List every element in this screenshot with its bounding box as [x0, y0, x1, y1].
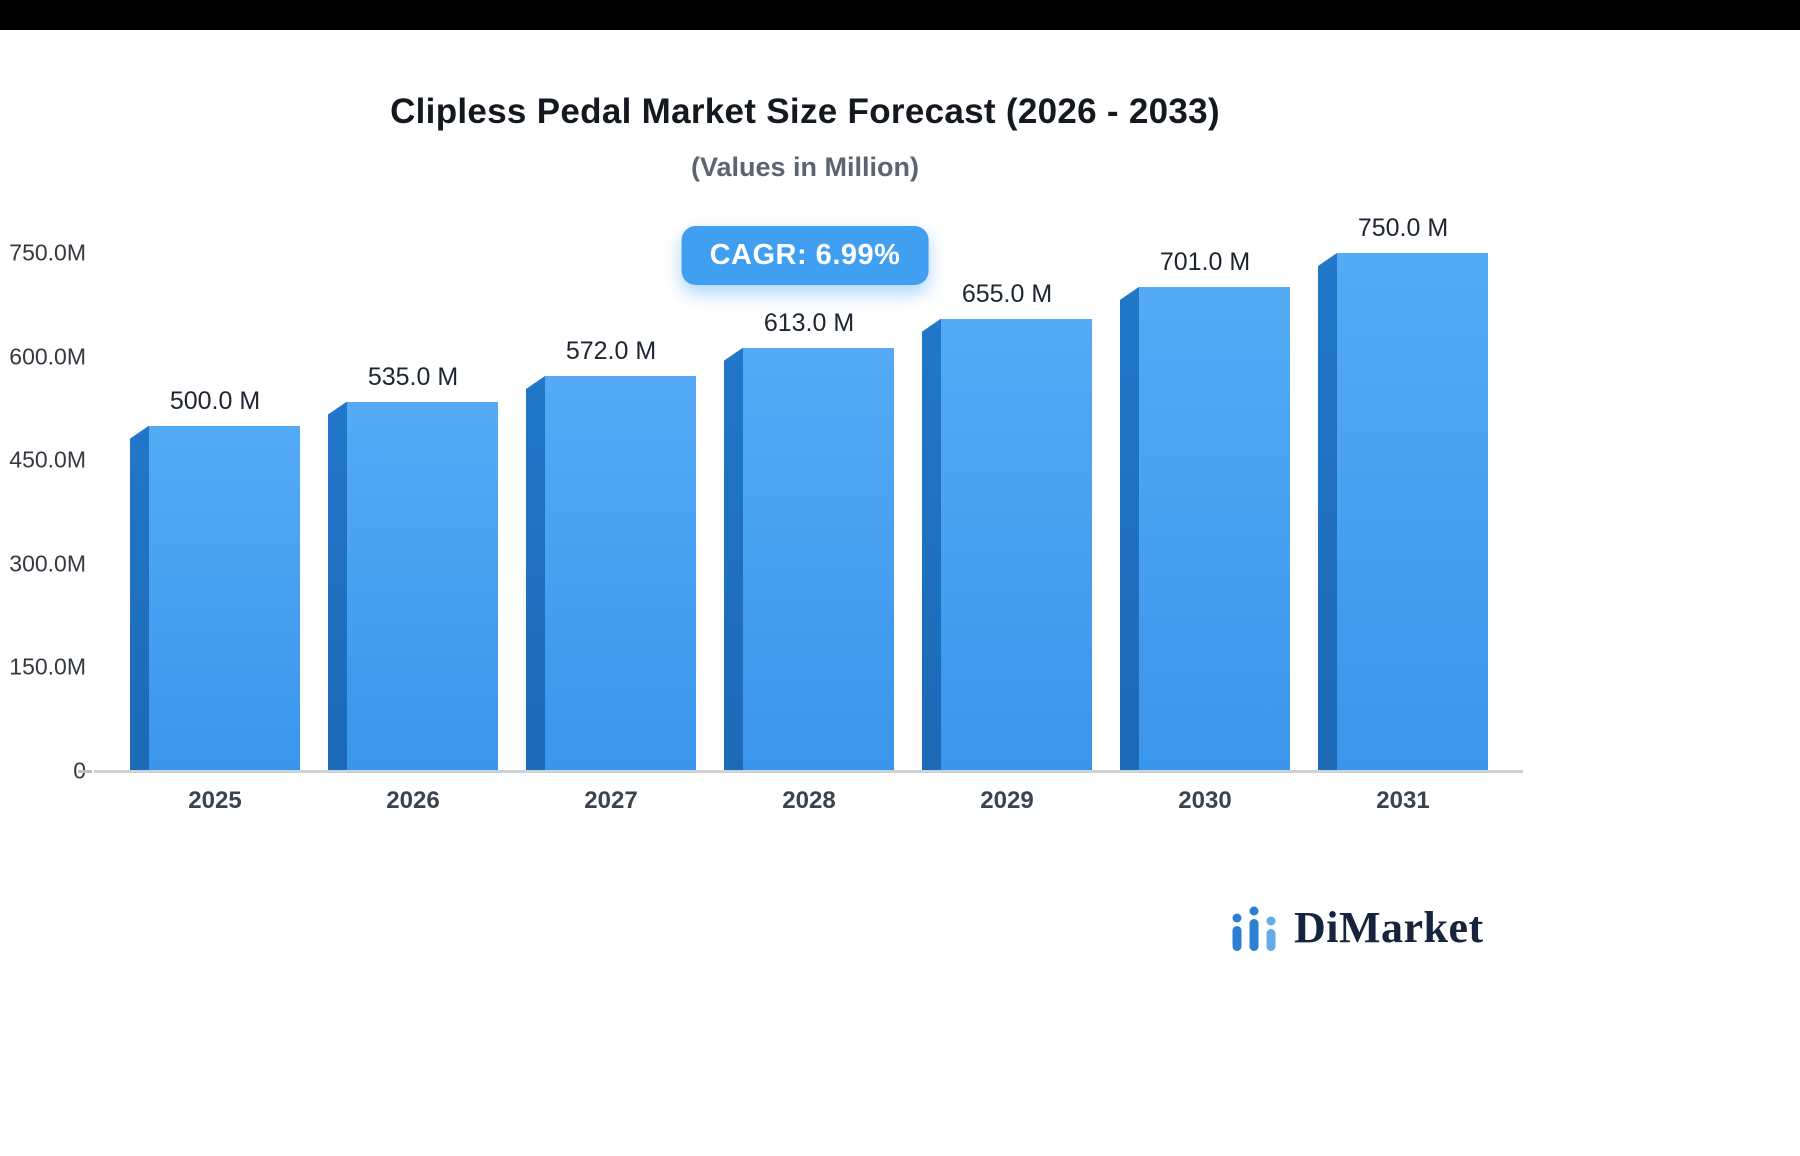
bar-value-label: 655.0 M — [961, 279, 1053, 308]
x-axis-category-label: 2026 — [386, 787, 440, 814]
chart-subtitle: (Values in Million) — [690, 152, 920, 182]
x-axis-baseline — [94, 770, 1523, 773]
bar-3d-edge — [1318, 253, 1337, 771]
y-axis-tick-label: 450.0M — [9, 446, 86, 473]
chart-title: Clipless Pedal Market Size Forecast (202… — [390, 92, 1220, 131]
bar — [724, 347, 894, 771]
bar-group: 750.0 M — [1318, 214, 1488, 771]
y-axis-tick-label: 150.0M — [9, 653, 86, 680]
x-axis-category-label: 2030 — [1178, 787, 1232, 814]
bar-face — [347, 401, 498, 771]
bar-3d-edge — [526, 375, 545, 771]
bar-face — [743, 347, 894, 771]
bar — [1120, 286, 1290, 771]
bar-group: 535.0 M — [328, 362, 498, 771]
bar — [130, 425, 300, 771]
x-axis-category-label: 2025 — [188, 787, 242, 814]
dimarket-logo: DiMarket — [1228, 902, 1484, 953]
top-black-strip — [0, 0, 1800, 30]
bar-3d-edge — [1120, 286, 1139, 771]
bar-value-label: 701.0 M — [1159, 247, 1251, 276]
bar-value-label: 613.0 M — [763, 308, 855, 337]
bar — [1318, 253, 1488, 771]
bar-value-label: 535.0 M — [367, 362, 459, 391]
logo-text: DiMarket — [1294, 903, 1484, 952]
bar-value-label: 750.0 M — [1357, 214, 1449, 242]
bar-face — [149, 425, 300, 771]
bar-face — [941, 318, 1092, 771]
chart-header: Clipless Pedal Market Size Forecast (202… — [0, 92, 1610, 183]
x-axis-labels: 2025 2026 2027 2028 2029 2030 2031 — [130, 787, 1488, 815]
bar — [526, 375, 696, 771]
bar — [328, 401, 498, 771]
bar-face — [545, 375, 696, 771]
bar-group: 655.0 M — [922, 280, 1092, 771]
bar-3d-edge — [724, 347, 743, 771]
x-axis-category-label: 2029 — [980, 787, 1034, 814]
bar-face — [1139, 286, 1290, 771]
bar-3d-edge — [922, 318, 941, 771]
bar-face — [1337, 253, 1488, 771]
bar-group: 701.0 M — [1120, 248, 1290, 771]
y-axis-tick-label: 750.0M — [9, 239, 86, 266]
bar-group: 572.0 M — [526, 337, 696, 771]
bars: 500.0 M 535.0 M 572.0 M 613.0 M 655.0 M 701.0… — [130, 214, 1488, 771]
y-axis-tick-label: 300.0M — [9, 550, 86, 577]
bar-3d-edge — [130, 425, 149, 771]
x-axis-category-label: 2027 — [584, 787, 638, 814]
zero-tick-mark — [78, 770, 92, 773]
x-axis-category-label: 2031 — [1376, 787, 1430, 814]
bar-value-label: 500.0 M — [169, 386, 261, 415]
cagr-badge: CAGR: 6.99% — [681, 226, 929, 285]
mini-bar-chart-icon — [1232, 906, 1276, 951]
bar — [922, 318, 1092, 771]
y-axis-tick-label: 600.0M — [9, 343, 86, 370]
x-axis-category-label: 2028 — [782, 787, 836, 814]
bar-group: 500.0 M — [130, 387, 300, 771]
bar-3d-edge — [328, 401, 347, 771]
bar-value-label: 572.0 M — [565, 336, 657, 365]
bar-group: 613.0 M — [724, 309, 894, 771]
